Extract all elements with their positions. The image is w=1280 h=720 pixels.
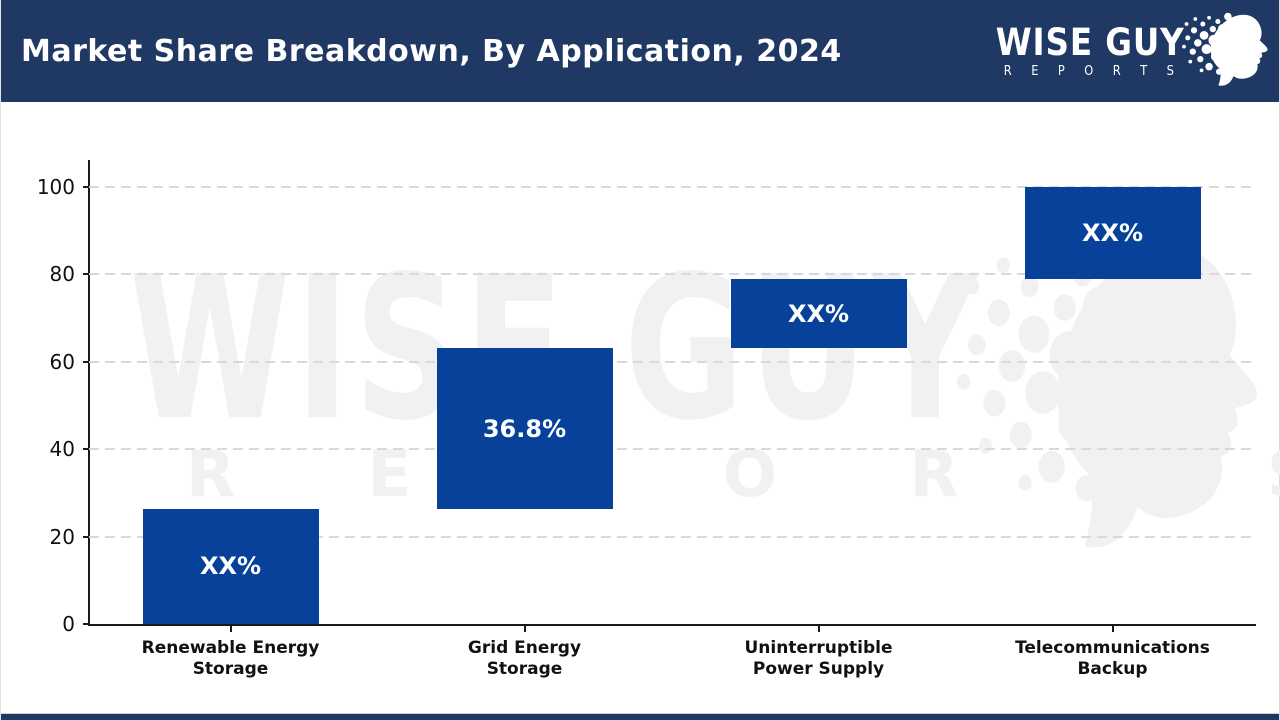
brand-logo: WISE GUY R E P O R T S	[970, 8, 1273, 94]
y-axis-tick	[83, 623, 89, 625]
bar-value-label: XX%	[787, 299, 850, 328]
gridline	[89, 273, 1256, 276]
x-axis-tick	[1111, 626, 1114, 632]
category-label: Grid Energy Storage	[467, 638, 582, 679]
y-axis-tick	[83, 448, 89, 451]
footer-band	[1, 713, 1279, 720]
bar-value-label: 36.8%	[482, 414, 567, 443]
bar-segment: XX%	[1024, 186, 1201, 280]
gridline	[89, 535, 1256, 538]
bar-segment: 36.8%	[436, 348, 613, 509]
y-axis-tick	[83, 273, 89, 276]
x-axis-spine	[88, 624, 1256, 626]
header-band: Market Share Breakdown, By Application, …	[1, 0, 1279, 102]
y-axis-tick	[83, 360, 89, 363]
bar-segment: XX%	[730, 279, 907, 349]
category-label: Uninterruptible Power Supply	[744, 638, 893, 679]
gridline	[89, 448, 1256, 451]
category-label: Renewable Energy Storage	[141, 638, 320, 679]
chart-title: Market Share Breakdown, By Application, …	[21, 33, 842, 69]
brand-name: WISE GUY	[996, 21, 1185, 64]
y-tick-label: 100	[36, 174, 75, 199]
y-tick-label: 60	[49, 349, 75, 374]
bar-segment: XX%	[142, 508, 319, 624]
brand-logo-text: WISE GUY R E P O R T S	[996, 24, 1185, 78]
gridline	[89, 360, 1256, 363]
x-axis-tick	[817, 626, 820, 632]
brand-subname: R E P O R T S	[1004, 64, 1183, 79]
bar-value-label: XX%	[1081, 219, 1144, 248]
bar-value-label: XX%	[199, 552, 262, 581]
gridline	[89, 185, 1256, 188]
category-label: Telecommunications Backup	[1015, 638, 1210, 679]
y-axis-spine	[88, 160, 90, 626]
y-tick-label: 40	[49, 437, 75, 462]
y-axis-tick	[83, 185, 89, 188]
y-axis-tick	[83, 535, 89, 538]
x-axis-tick	[523, 626, 526, 632]
x-axis-tick	[229, 626, 232, 632]
brand-head-profile-icon	[1179, 8, 1273, 94]
y-tick-label: 0	[62, 612, 75, 636]
y-tick-label: 80	[49, 262, 75, 287]
y-tick-label: 20	[49, 524, 75, 549]
